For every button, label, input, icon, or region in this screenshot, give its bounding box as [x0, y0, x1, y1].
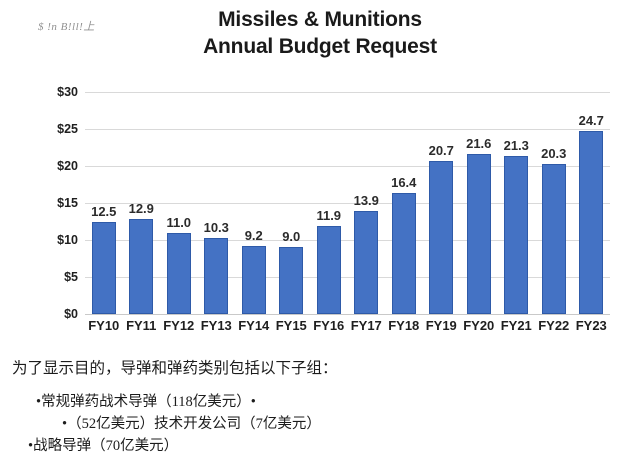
axis-unit-note: $ !n B!ll!上 [38, 21, 95, 33]
bar-slot: 21.6 [460, 92, 498, 314]
intro-paragraph: 为了显示目的，导弹和弹药类别包括以下子组： [12, 360, 338, 377]
bar-value-label: 24.7 [578, 113, 604, 129]
bar-value-label: 20.7 [428, 142, 454, 158]
x-axis: FY10 FY11 FY12 FY13 FY14 FY15 FY16 FY17 FY18 FY19… [85, 318, 610, 333]
y-axis-tick-label: $15 [57, 196, 78, 210]
chart-title-line-2: Annual Budget Request [203, 35, 437, 58]
bar-value-label: 9.0 [282, 229, 301, 245]
chart-title-line-1: Missiles & Munitions [218, 8, 422, 31]
x-axis-tick-label: FY15 [275, 318, 307, 333]
bar-slot: 24.7 [573, 92, 611, 314]
x-axis-tick-label: FY21 [500, 318, 532, 333]
bar-series: 12.5 12.9 11.0 10.3 9.2 9.0 11.9 13.9 16.4 20.7 21… [85, 92, 610, 314]
bar-slot: 16.4 [385, 92, 423, 314]
bar[interactable] [316, 225, 341, 314]
bar-value-label: 12.9 [128, 200, 154, 216]
bar-slot: 12.5 [85, 92, 123, 314]
y-axis-tick-label: $25 [57, 122, 78, 136]
y-axis-tick-label: $20 [57, 159, 78, 173]
bar[interactable] [129, 218, 154, 314]
gridline [85, 92, 610, 93]
bar[interactable] [579, 131, 604, 314]
x-axis-tick-label: FY12 [163, 318, 195, 333]
axis-baseline [85, 314, 610, 315]
bullet-item: •常规弹药战术导弹（118亿美元）• [36, 394, 256, 410]
bar[interactable] [391, 192, 416, 314]
bar-slot: 9.2 [235, 92, 273, 314]
body-text-block: 为了显示目的，导弹和弹药类别包括以下子组： •常规弹药战术导弹（118亿美元）•… [0, 352, 640, 469]
bar-value-label: 13.9 [353, 193, 379, 209]
gridline [85, 166, 610, 167]
bar[interactable] [541, 163, 566, 314]
bar-value-label: 11.9 [316, 207, 342, 223]
x-axis-tick-label: FY17 [350, 318, 382, 333]
bar-value-label: 12.5 [91, 203, 117, 219]
y-axis: $30 $25 $20 $15 $10 $5 $0 [30, 85, 78, 321]
y-axis-tick-label: $10 [57, 233, 78, 247]
y-axis-tick-label: $0 [64, 307, 78, 321]
bullet-item: •（52亿美元）技术开发公司（7亿美元） [62, 416, 321, 432]
y-axis-tick-label: $5 [64, 270, 78, 284]
bar[interactable] [91, 221, 116, 314]
bar-slot: 20.7 [423, 92, 461, 314]
bar-value-label: 10.3 [203, 219, 229, 235]
bar-slot: 9.0 [273, 92, 311, 314]
x-axis-tick-label: FY20 [463, 318, 495, 333]
bar-value-label: 9.2 [244, 227, 263, 243]
x-axis-tick-label: FY16 [313, 318, 345, 333]
gridline [85, 129, 610, 130]
gridline [85, 240, 610, 241]
bar-slot: 10.3 [198, 92, 236, 314]
bar[interactable] [204, 237, 229, 314]
x-axis-tick-label: FY14 [238, 318, 270, 333]
bar-value-label: 11.0 [166, 214, 192, 230]
bar[interactable] [241, 245, 266, 314]
x-axis-tick-label: FY11 [126, 318, 157, 333]
gridlines [85, 92, 610, 315]
x-axis-tick-label: FY13 [200, 318, 232, 333]
gridline [85, 277, 610, 278]
gridline [85, 203, 610, 204]
bar-chart-figure: Missiles & Munitions Annual Budget Reque… [0, 6, 640, 333]
bar-slot: 21.3 [498, 92, 536, 314]
bar[interactable] [504, 156, 529, 314]
x-axis-tick-label: FY19 [425, 318, 457, 333]
chart-title: Missiles & Munitions Annual Budget Reque… [0, 6, 640, 60]
bar-value-label: 16.4 [391, 174, 417, 190]
bar-value-label: 21.6 [466, 136, 492, 152]
bar-slot: 13.9 [348, 92, 386, 314]
x-axis-tick-label: FY18 [388, 318, 420, 333]
bar[interactable] [429, 160, 454, 314]
bar-slot: 11.0 [160, 92, 198, 314]
x-axis-tick-label: FY10 [88, 318, 120, 333]
bar-value-label: 20.3 [541, 145, 567, 161]
bar[interactable] [166, 232, 191, 314]
bar[interactable] [354, 211, 379, 314]
plot-area: 12.5 12.9 11.0 10.3 9.2 9.0 11.9 13.9 16.4 20.7 21… [85, 92, 610, 315]
bullet-item: •战略导弹（70亿美元） [28, 438, 179, 454]
bar[interactable] [466, 154, 491, 314]
bar-slot: 12.9 [123, 92, 161, 314]
x-axis-tick-label: FY22 [538, 318, 570, 333]
bar-slot: 11.9 [310, 92, 348, 314]
y-axis-tick-label: $30 [57, 85, 78, 99]
bar-value-label: 21.3 [503, 138, 529, 154]
bar-slot: 20.3 [535, 92, 573, 314]
x-axis-tick-label: FY23 [575, 318, 607, 333]
bar[interactable] [279, 247, 304, 314]
